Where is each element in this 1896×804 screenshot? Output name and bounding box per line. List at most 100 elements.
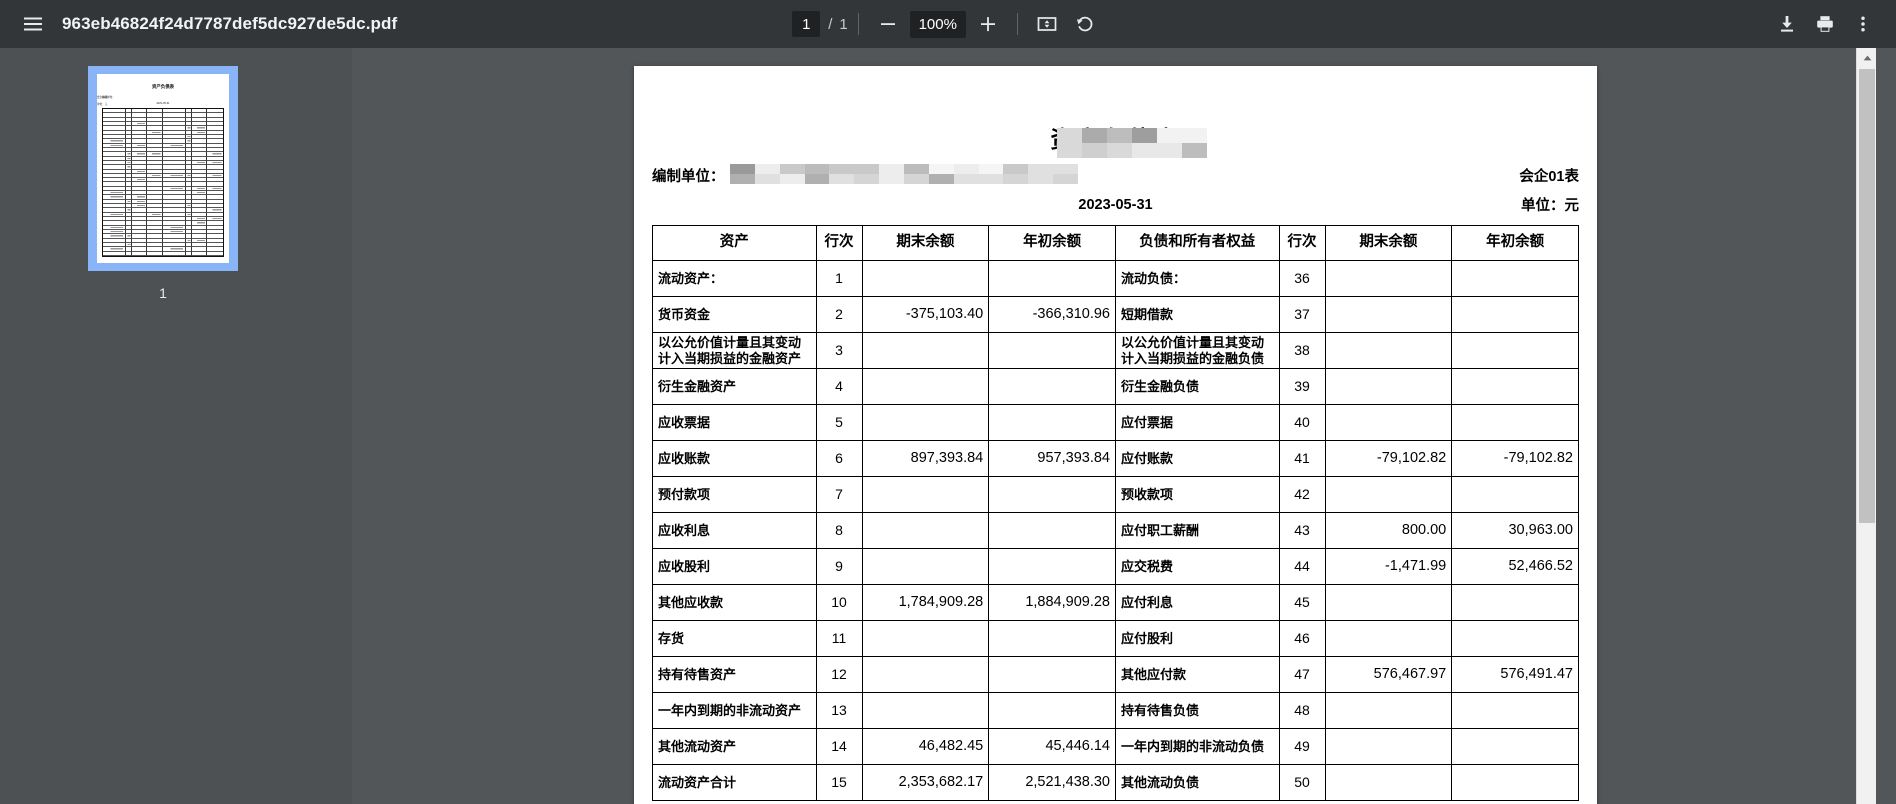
- mosaic-pixel: [854, 174, 879, 184]
- cell-asset-lineno: 8: [816, 513, 862, 549]
- mosaic-pixel: [1003, 164, 1028, 174]
- cell-asset-label: 应收账款: [653, 441, 817, 477]
- cell-liability-lineno: 44: [1279, 549, 1325, 585]
- cell-liability-label: 应付票据: [1115, 405, 1279, 441]
- mosaic-pixel: [805, 164, 830, 174]
- zoom-out-button[interactable]: [869, 5, 907, 43]
- cell-liability-begin-balance: [1452, 369, 1579, 405]
- thumbnail-item-1[interactable]: 资产负债表 编制单位： 会企01表 2023-05-31 单位：元 1: [88, 66, 238, 301]
- cell-asset-begin-balance: 2,521,438.30: [989, 765, 1116, 801]
- cell-asset-begin-balance: [989, 621, 1116, 657]
- mosaic-pixel: [829, 164, 854, 174]
- cell-liability-begin-balance: [1452, 333, 1579, 369]
- table-header-row: 资产 行次 期末余额 年初余额 负债和所有者权益 行次 期末余额 年初余额: [653, 226, 1579, 261]
- table-row: 以公允价值计量且其变动计入当期损益的金融资产 3 以公允价值计量且其变动计入当期损益…: [653, 333, 1579, 369]
- cell-liability-label: 应付利息: [1115, 585, 1279, 621]
- cell-asset-end-balance: [862, 549, 989, 585]
- report-meta-row-2: 2023-05-31 单位：元: [652, 194, 1579, 215]
- cell-asset-begin-balance: 45,446.14: [989, 729, 1116, 765]
- mosaic-pixel: [805, 174, 830, 184]
- cell-asset-label: 应收股利: [653, 549, 817, 585]
- cell-asset-end-balance: [862, 261, 989, 297]
- cell-liability-lineno: 48: [1279, 693, 1325, 729]
- cell-asset-begin-balance: [989, 549, 1116, 585]
- mosaic-pixel: [879, 174, 904, 184]
- cell-liability-end-balance: [1325, 765, 1452, 801]
- zoom-in-button[interactable]: [969, 5, 1007, 43]
- cell-asset-label: 存货: [653, 621, 817, 657]
- cell-liability-begin-balance: [1452, 261, 1579, 297]
- balance-sheet-table: 资产 行次 期末余额 年初余额 负债和所有者权益 行次 期末余额 年初余额 流动…: [652, 225, 1579, 801]
- cell-liability-end-balance: [1325, 261, 1452, 297]
- mosaic-pixel: [929, 174, 954, 184]
- cell-liability-begin-balance: [1452, 621, 1579, 657]
- unit-label: 编制单位：: [652, 165, 725, 186]
- cell-asset-end-balance: 897,393.84: [862, 441, 989, 477]
- mosaic-pixel: [1132, 128, 1157, 143]
- cell-liability-label: 应付股利: [1115, 621, 1279, 657]
- col-liability-lineno: 行次: [1279, 226, 1325, 261]
- page-separator: /: [828, 16, 832, 33]
- thumb-table-grid: [102, 108, 224, 257]
- mosaic-pixel: [904, 174, 929, 184]
- cell-liability-begin-balance: 30,963.00: [1452, 513, 1579, 549]
- cell-liability-label: 一年内到期的非流动负债: [1115, 729, 1279, 765]
- cell-asset-label: 预付款项: [653, 477, 817, 513]
- cell-liability-begin-balance: [1452, 297, 1579, 333]
- cell-asset-lineno: 11: [816, 621, 862, 657]
- scrollbar-thumb[interactable]: [1859, 69, 1875, 523]
- cell-liability-lineno: 40: [1279, 405, 1325, 441]
- mosaic-pixel: [755, 164, 780, 174]
- download-icon[interactable]: [1768, 5, 1806, 43]
- cell-liability-end-balance: [1325, 585, 1452, 621]
- mosaic-pixel: [1107, 143, 1132, 158]
- scrollbar-up-arrow-icon[interactable]: [1857, 48, 1876, 68]
- table-row: 一年内到期的非流动资产 13 持有待售负债 48: [653, 693, 1579, 729]
- cell-liability-lineno: 38: [1279, 333, 1325, 369]
- cell-asset-begin-balance: [989, 513, 1116, 549]
- cell-asset-label: 以公允价值计量且其变动计入当期损益的金融资产: [653, 333, 817, 369]
- zoom-level-value[interactable]: 100%: [910, 11, 966, 38]
- cell-asset-end-balance: 46,482.45: [862, 729, 989, 765]
- cell-asset-lineno: 10: [816, 585, 862, 621]
- print-icon[interactable]: [1806, 5, 1844, 43]
- cell-asset-lineno: 1: [816, 261, 862, 297]
- mosaic-pixel: [979, 164, 1004, 174]
- vertical-scrollbar[interactable]: [1856, 48, 1876, 804]
- mosaic-pixel: [1132, 143, 1157, 158]
- cell-liability-label: 其他应付款: [1115, 657, 1279, 693]
- table-row: 衍生金融资产 4 衍生金融负债 39: [653, 369, 1579, 405]
- col-asset-begin-balance: 年初余额: [989, 226, 1116, 261]
- pdf-toolbar: 963eb46824f24d7787def5dc927de5dc.pdf / 1…: [0, 0, 1896, 48]
- fit-to-page-icon[interactable]: [1028, 5, 1066, 43]
- cell-asset-label: 应收票据: [653, 405, 817, 441]
- cell-liability-end-balance: [1325, 729, 1452, 765]
- mosaic-pixel: [904, 164, 929, 174]
- mosaic-pixel: [954, 174, 979, 184]
- mosaic-pixel: [755, 174, 780, 184]
- cell-liability-begin-balance: [1452, 477, 1579, 513]
- col-liability: 负债和所有者权益: [1115, 226, 1279, 261]
- cell-asset-label: 其他流动资产: [653, 729, 817, 765]
- thumb-cell: [103, 252, 126, 256]
- thumbnail-page-preview: 资产负债表 编制单位： 会企01表 2023-05-31 单位：元: [97, 74, 229, 263]
- mosaic-pixel: [879, 164, 904, 174]
- cell-liability-lineno: 49: [1279, 729, 1325, 765]
- cell-asset-begin-balance: [989, 261, 1116, 297]
- table-row: 其他流动资产 14 46,482.45 45,446.14 一年内到期的非流动负债 49: [653, 729, 1579, 765]
- col-liability-end-balance: 期末余额: [1325, 226, 1452, 261]
- more-vertical-icon[interactable]: [1844, 5, 1882, 43]
- cell-liability-end-balance: [1325, 297, 1452, 333]
- thumbnail-selected-frame: 资产负债表 编制单位： 会企01表 2023-05-31 单位：元: [88, 66, 238, 271]
- rotate-counterclockwise-icon[interactable]: [1066, 5, 1104, 43]
- mosaic-pixel: [1028, 164, 1053, 174]
- cell-asset-lineno: 4: [816, 369, 862, 405]
- cell-liability-label: 短期借款: [1115, 297, 1279, 333]
- cell-asset-begin-balance: [989, 333, 1116, 369]
- page-number-input[interactable]: [792, 11, 820, 37]
- cell-liability-end-balance: [1325, 405, 1452, 441]
- unit-redaction-mosaic: [730, 164, 1078, 184]
- table-row: 应收票据 5 应付票据 40: [653, 405, 1579, 441]
- mosaic-pixel: [1182, 128, 1207, 143]
- hamburger-menu-icon[interactable]: [14, 5, 52, 43]
